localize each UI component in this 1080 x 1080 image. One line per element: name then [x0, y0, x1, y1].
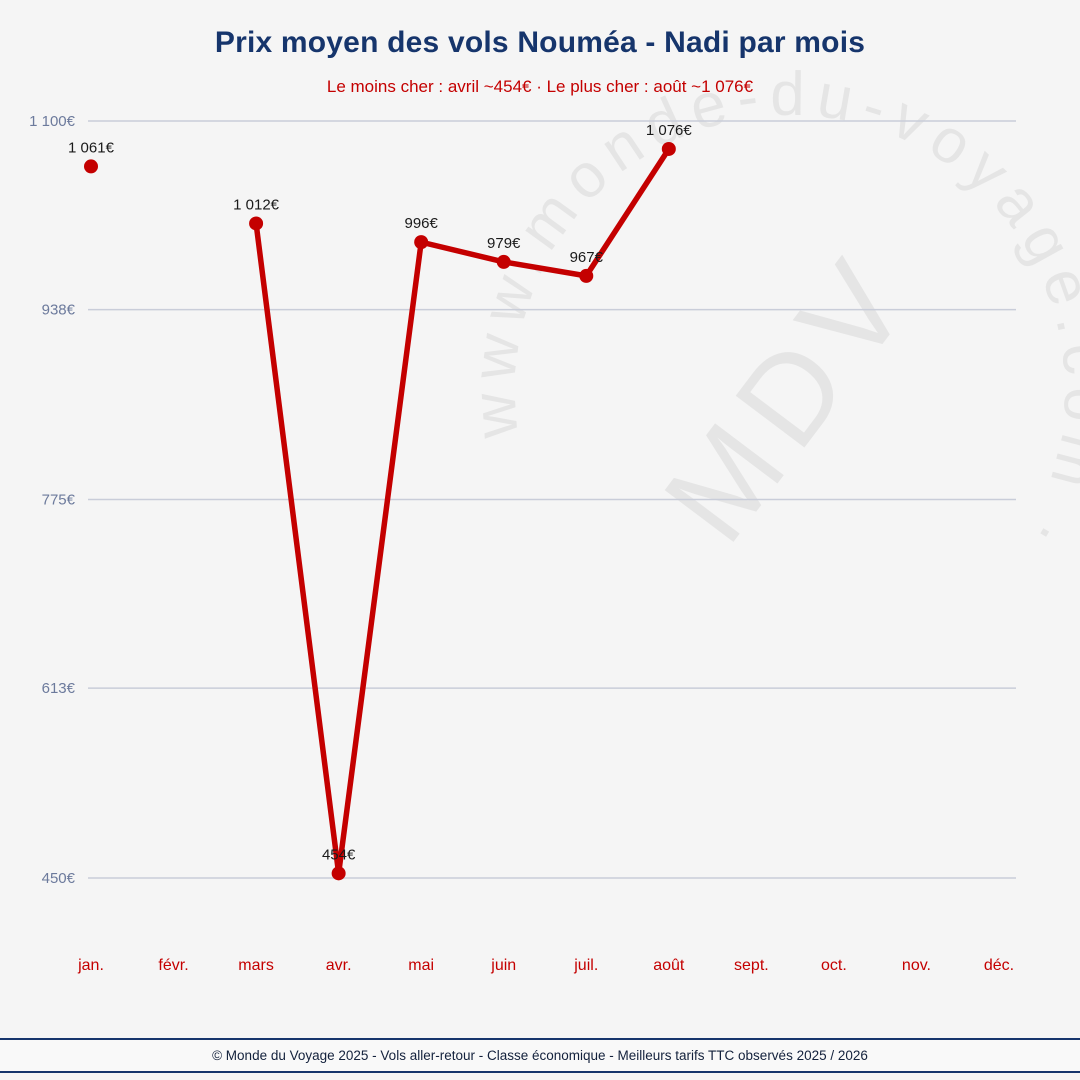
y-tick-label: 613€	[42, 680, 76, 697]
data-point	[414, 235, 429, 250]
data-point	[84, 159, 98, 174]
x-tick-label: avr.	[326, 957, 352, 974]
point-label: 979€	[487, 235, 521, 252]
watermark: www.monde-du-voyage.com · MDV	[377, 0, 1080, 735]
data-point	[496, 254, 511, 269]
footer: © Monde du Voyage 2025 - Vols aller-reto…	[0, 1038, 1080, 1073]
data-point	[579, 268, 594, 283]
page-title: Prix moyen des vols Nouméa - Nadi par mo…	[214, 26, 866, 59]
y-tick-label: 775€	[42, 492, 76, 509]
x-tick-label: jan.	[77, 957, 104, 974]
chart-layer: 1 100€ 938€ 775€ 613€ 450€ jan. févr. mars avr. m…	[29, 113, 1016, 974]
price-line	[253, 146, 672, 877]
data-point	[661, 141, 676, 156]
watermark-center-text: MDV	[638, 227, 941, 566]
y-tick-label: 1 100€	[29, 113, 76, 130]
x-tick-label: août	[653, 957, 685, 974]
data-point	[249, 216, 264, 231]
price-chart: www.monde-du-voyage.com · MDV 1 100€ 938€…	[29, 0, 1080, 974]
point-label: 996€	[404, 215, 438, 232]
point-label: 967€	[570, 249, 604, 266]
x-tick-label: sept.	[734, 957, 769, 974]
data-point	[331, 866, 346, 881]
y-tick-label: 450€	[42, 870, 76, 887]
x-tick-label: nov.	[902, 957, 931, 974]
x-tick-label: juil.	[573, 957, 598, 974]
y-tick-label: 938€	[42, 302, 76, 319]
x-tick-label: févr.	[158, 957, 188, 974]
x-tick-label: juin	[490, 957, 516, 974]
point-label: 1 012€	[233, 196, 280, 213]
chart-subtitle: Le moins cher : avril ~454€ · Le plus ch…	[326, 77, 754, 96]
point-label: 454€	[322, 846, 356, 863]
x-tick-label: oct.	[821, 957, 847, 974]
x-tick-label: mars	[238, 957, 274, 974]
x-tick-label: mai	[408, 957, 434, 974]
point-label: 1 061€	[68, 139, 115, 156]
x-tick-label: déc.	[984, 957, 1014, 974]
footer-text: © Monde du Voyage 2025 - Vols aller-reto…	[212, 1048, 868, 1063]
point-label: 1 076€	[646, 122, 693, 139]
